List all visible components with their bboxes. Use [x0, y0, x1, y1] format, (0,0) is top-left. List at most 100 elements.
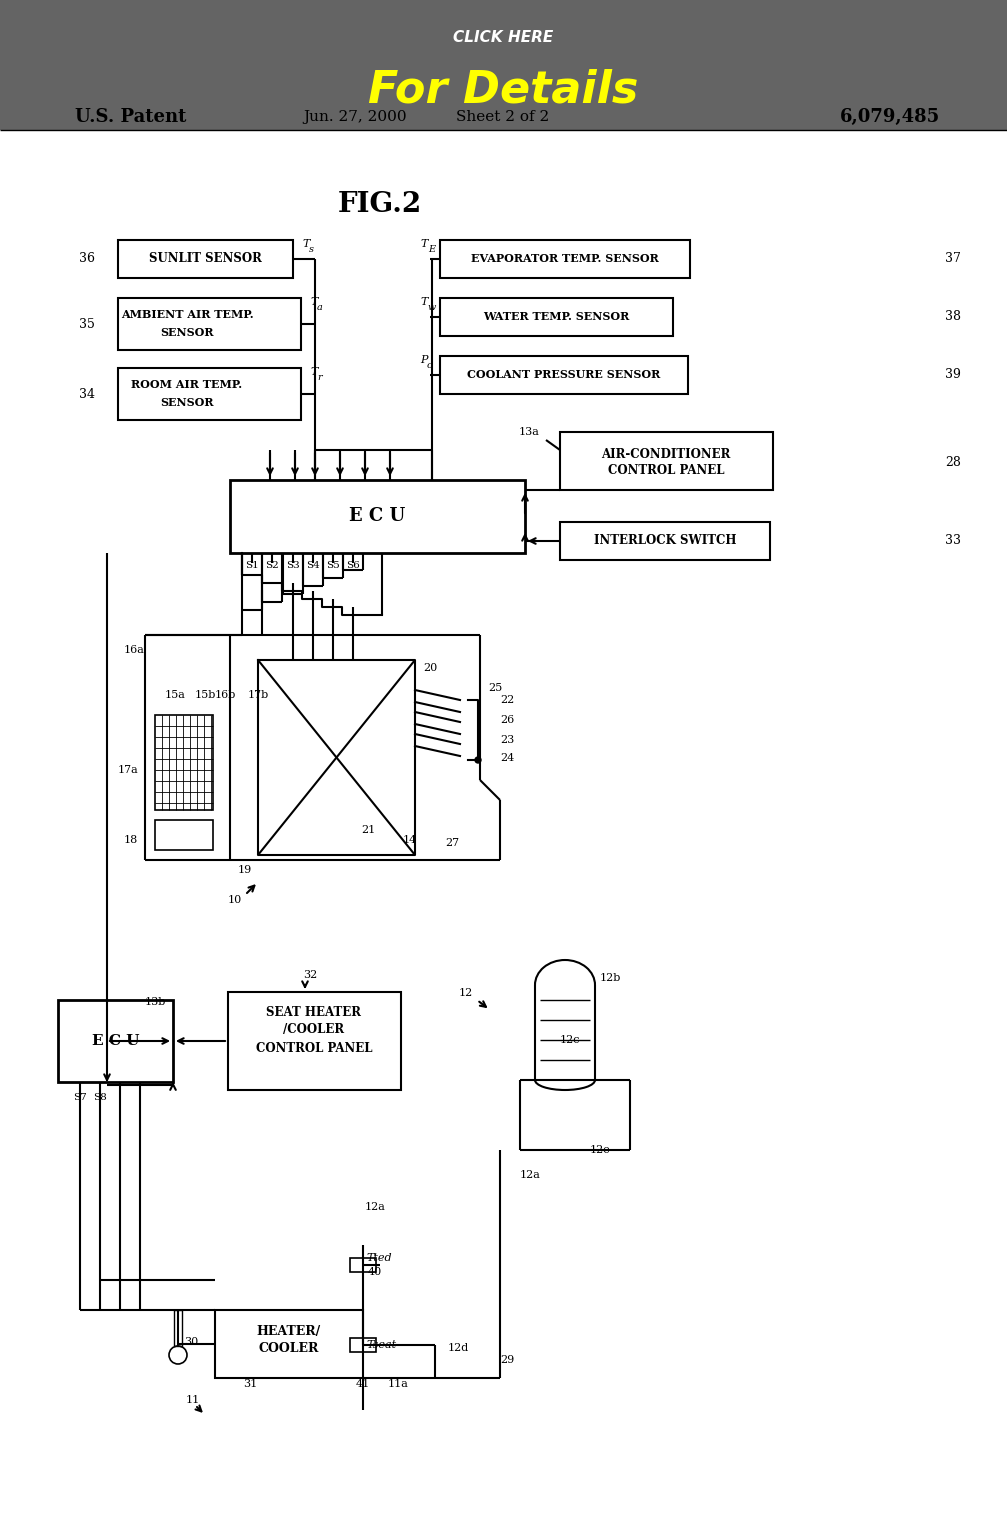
Text: S6: S6: [346, 560, 359, 570]
Text: Tseat: Tseat: [366, 1341, 396, 1350]
Text: T: T: [420, 240, 427, 249]
Bar: [560, 432, 773, 490]
Text: P: P: [420, 354, 428, 365]
Text: 29: 29: [500, 1354, 515, 1365]
Text: S3: S3: [286, 560, 300, 570]
Bar: [174, 1310, 182, 1345]
Text: WATER TEMP. SENSOR: WATER TEMP. SENSOR: [483, 312, 629, 322]
Text: SEAT HEATER: SEAT HEATER: [267, 1006, 362, 1020]
Bar: [58, 1000, 173, 1083]
Text: Sheet 2 of 2: Sheet 2 of 2: [456, 110, 550, 124]
Text: 39: 39: [945, 368, 961, 382]
Bar: [560, 522, 770, 560]
Text: 14: 14: [403, 835, 417, 844]
Text: s: s: [309, 244, 314, 253]
Text: 6,079,485: 6,079,485: [840, 108, 940, 127]
Bar: [0, 0, 1007, 130]
Text: 21: 21: [361, 825, 376, 835]
Text: 36: 36: [79, 252, 95, 266]
Bar: [155, 820, 213, 851]
Text: 11: 11: [185, 1396, 200, 1405]
Bar: [215, 1310, 363, 1377]
Text: 12a: 12a: [520, 1170, 541, 1180]
Text: COOLANT PRESSURE SENSOR: COOLANT PRESSURE SENSOR: [467, 370, 661, 380]
Text: 30: 30: [183, 1338, 198, 1347]
Text: 10: 10: [228, 895, 242, 906]
Text: 16b: 16b: [214, 690, 236, 699]
Text: Tted: Tted: [366, 1254, 392, 1263]
Text: E: E: [428, 244, 435, 253]
Text: EVAPORATOR TEMP. SENSOR: EVAPORATOR TEMP. SENSOR: [471, 253, 659, 264]
Text: 12e: 12e: [590, 1145, 611, 1154]
Text: a: a: [317, 302, 323, 312]
Text: HEATER/: HEATER/: [257, 1324, 321, 1338]
Bar: [440, 298, 673, 336]
Text: 33: 33: [945, 534, 961, 548]
Text: 35: 35: [80, 318, 95, 330]
Text: AMBIENT AIR TEMP.: AMBIENT AIR TEMP.: [121, 310, 254, 321]
Text: U.S. Patent: U.S. Patent: [75, 108, 186, 127]
Text: ROOM AIR TEMP.: ROOM AIR TEMP.: [132, 380, 243, 391]
Text: S7: S7: [74, 1092, 87, 1101]
Text: For Details: For Details: [368, 69, 638, 111]
Text: S5: S5: [326, 560, 340, 570]
Bar: [155, 715, 213, 809]
Text: 12: 12: [459, 988, 473, 999]
Text: T: T: [302, 240, 309, 249]
Text: COOLER: COOLER: [259, 1342, 319, 1356]
Text: c: c: [427, 360, 432, 370]
Bar: [440, 356, 688, 394]
Text: 19: 19: [238, 864, 252, 875]
Text: 13b: 13b: [145, 997, 166, 1006]
Text: 12d: 12d: [448, 1344, 469, 1353]
Bar: [230, 479, 525, 553]
Text: AIR-CONDITIONER: AIR-CONDITIONER: [601, 447, 731, 461]
Text: 15a: 15a: [164, 690, 185, 699]
Text: S2: S2: [265, 560, 279, 570]
Text: T: T: [310, 366, 317, 377]
Text: 15b: 15b: [194, 690, 215, 699]
Text: /COOLER: /COOLER: [283, 1023, 344, 1037]
Text: E C U: E C U: [348, 507, 405, 525]
Text: 26: 26: [500, 715, 515, 725]
Text: 40: 40: [368, 1267, 382, 1277]
Text: 20: 20: [423, 663, 437, 673]
Text: 38: 38: [945, 310, 961, 324]
Text: 23: 23: [500, 734, 515, 745]
Text: 16a: 16a: [124, 644, 145, 655]
Text: 17a: 17a: [117, 765, 138, 776]
Text: 12c: 12c: [560, 1035, 580, 1044]
Text: FIG.2: FIG.2: [338, 191, 422, 218]
Text: SUNLIT SENSOR: SUNLIT SENSOR: [149, 252, 262, 266]
Bar: [228, 993, 401, 1090]
Text: SENSOR: SENSOR: [160, 327, 213, 337]
Bar: [118, 298, 301, 350]
Circle shape: [475, 757, 481, 764]
Text: 32: 32: [303, 970, 317, 980]
Text: Jun. 27, 2000: Jun. 27, 2000: [303, 110, 407, 124]
Text: 18: 18: [124, 835, 138, 844]
Text: 12b: 12b: [600, 973, 621, 983]
Text: CLICK HERE: CLICK HERE: [453, 31, 553, 46]
Text: 28: 28: [945, 455, 961, 469]
Bar: [118, 368, 301, 420]
Text: 22: 22: [500, 695, 515, 705]
Text: 12a: 12a: [365, 1202, 386, 1212]
Text: w: w: [427, 302, 435, 312]
Text: 24: 24: [500, 753, 515, 764]
Bar: [350, 1338, 376, 1351]
Text: T: T: [310, 296, 317, 307]
Text: INTERLOCK SWITCH: INTERLOCK SWITCH: [594, 534, 736, 548]
Bar: [118, 240, 293, 278]
Text: CONTROL PANEL: CONTROL PANEL: [256, 1041, 373, 1055]
Text: SENSOR: SENSOR: [160, 397, 213, 408]
Text: CONTROL PANEL: CONTROL PANEL: [608, 464, 724, 478]
Text: 25: 25: [488, 683, 502, 693]
Text: 17b: 17b: [248, 690, 269, 699]
Text: 11a: 11a: [388, 1379, 409, 1390]
Text: E C U: E C U: [93, 1034, 140, 1048]
Bar: [350, 1258, 376, 1272]
Text: 13a: 13a: [520, 428, 540, 437]
Text: 27: 27: [445, 838, 459, 847]
Text: 34: 34: [79, 388, 95, 400]
